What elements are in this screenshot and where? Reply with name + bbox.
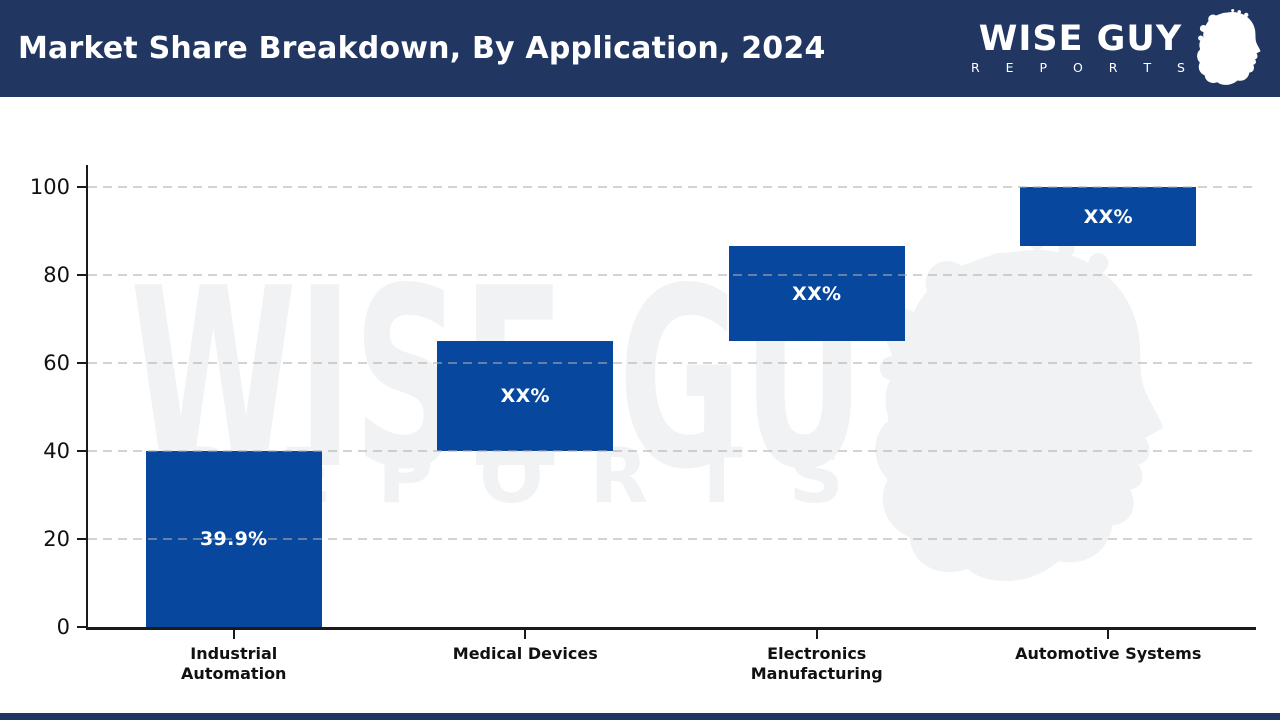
gridline-100 xyxy=(88,186,1254,188)
x-tick-label-line: Electronics xyxy=(767,644,867,663)
gridline-40 xyxy=(88,450,1254,452)
gridline-20 xyxy=(88,538,1254,540)
y-tick-40 xyxy=(77,450,88,452)
logo-wordmark: WISE GUY xyxy=(978,19,1183,59)
x-tick-label-line: Automotive Systems xyxy=(1015,644,1202,663)
logo-subwordmark: R E P O R T S xyxy=(970,60,1196,75)
y-tick-label-0: 0 xyxy=(56,615,70,639)
x-tick-label-automotive-systems: Automotive Systems xyxy=(988,644,1228,664)
gridline-80 xyxy=(88,274,1254,276)
x-tick-label-medical-devices: Medical Devices xyxy=(405,644,645,664)
y-tick-label-40: 40 xyxy=(43,439,70,463)
x-tick-label-line: Industrial xyxy=(190,644,278,663)
y-tick-20 xyxy=(77,538,88,540)
x-tick-medical-devices xyxy=(524,630,527,639)
footer-bar xyxy=(0,713,1280,720)
bar-electronics-manufacturing: XX% xyxy=(728,246,905,341)
bar-value-label: XX% xyxy=(500,385,550,408)
page-title: Market Share Breakdown, By Application, … xyxy=(18,31,826,66)
x-tick-automotive-systems xyxy=(1107,630,1110,639)
bar-medical-devices: XX% xyxy=(437,341,614,452)
y-tick-label-20: 20 xyxy=(43,527,70,551)
bar-value-label: XX% xyxy=(1083,205,1133,228)
wise-guy-reports-logo: WISE GUY R E P O R T S xyxy=(965,7,1262,91)
app-header: Market Share Breakdown, By Application, … xyxy=(0,0,1280,97)
x-tick-label-line: Automation xyxy=(181,664,287,683)
bar-value-label: XX% xyxy=(792,282,842,305)
y-axis-line xyxy=(86,165,88,630)
y-tick-60 xyxy=(77,362,88,364)
plot-area: 39.9% XX% XX% XX% 0 20 40 60 80 100 Industrial Auto… xyxy=(30,165,1254,683)
x-tick-label-industrial-automation: Industrial Automation xyxy=(114,644,354,684)
y-tick-100 xyxy=(77,186,88,188)
gridline-60 xyxy=(88,362,1254,364)
x-tick-label-line: Medical Devices xyxy=(452,644,598,663)
logo-head-icon xyxy=(1197,8,1261,85)
y-tick-80 xyxy=(77,274,88,276)
bar-automotive-systems: XX% xyxy=(1020,187,1197,247)
x-tick-label-electronics-manufacturing: Electronics Manufacturing xyxy=(697,644,937,684)
y-tick-0 xyxy=(77,626,88,628)
x-tick-industrial-automation xyxy=(232,630,235,639)
y-tick-label-100: 100 xyxy=(29,175,70,199)
x-axis-line xyxy=(86,627,1256,630)
y-tick-label-60: 60 xyxy=(43,351,70,375)
x-tick-label-line: Manufacturing xyxy=(750,664,883,683)
y-tick-label-80: 80 xyxy=(43,263,70,287)
x-tick-electronics-manufacturing xyxy=(815,630,818,639)
bar-value-label: 39.9% xyxy=(200,528,268,551)
